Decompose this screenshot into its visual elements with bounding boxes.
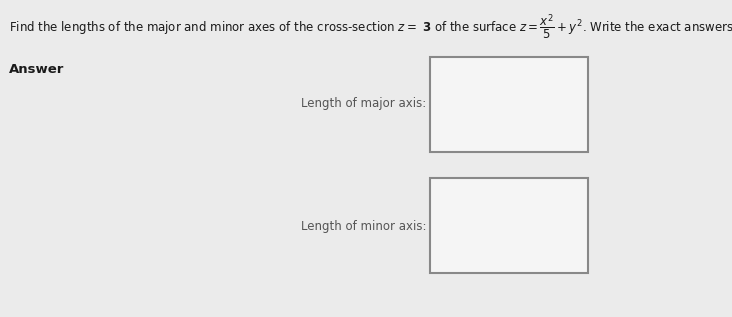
Bar bbox=[430, 178, 588, 273]
Text: Find the lengths of the major and minor axes of the cross-section $z =$ $\mathbf: Find the lengths of the major and minor … bbox=[9, 13, 732, 42]
Text: Answer: Answer bbox=[9, 63, 64, 76]
Text: Length of major axis:: Length of major axis: bbox=[301, 96, 426, 110]
Bar bbox=[430, 57, 588, 152]
Text: Length of minor axis:: Length of minor axis: bbox=[301, 220, 426, 233]
